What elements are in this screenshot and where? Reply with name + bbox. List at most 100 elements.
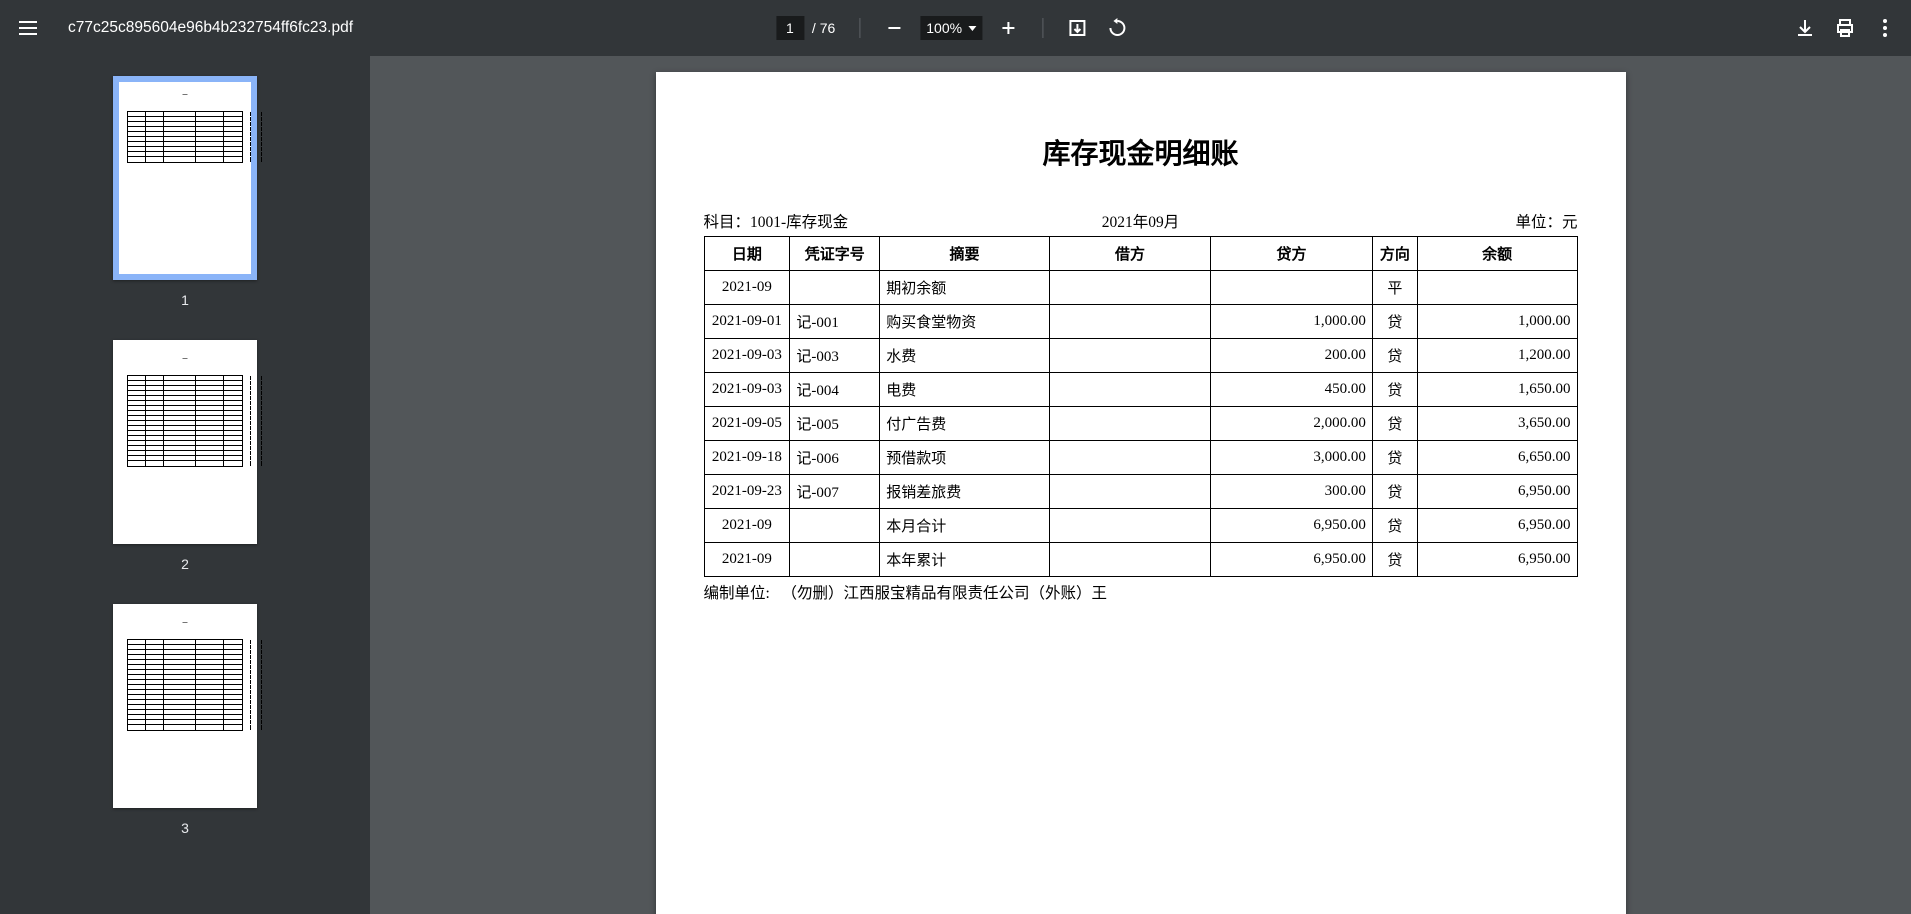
unit-label: 单位： — [1515, 214, 1562, 231]
header-balance: 余额 — [1417, 237, 1577, 271]
cell-debit — [1049, 509, 1211, 543]
thumbnail-wrap: — 2 — [0, 340, 370, 572]
cell-date: 2021-09 — [704, 543, 790, 577]
toolbar-right — [1787, 10, 1903, 46]
cell-credit: 300.00 — [1211, 475, 1373, 509]
cell-summary: 购买食堂物资 — [880, 305, 1049, 339]
thumbnail-wrap: — 1 — [0, 76, 370, 308]
footer-label: 编制单位: — [704, 585, 770, 602]
rotate-icon — [1107, 18, 1127, 38]
meta-row: 科目：1001-库存现金 2021年09月 单位：元 — [704, 210, 1578, 232]
cell-date: 2021-09-03 — [704, 373, 790, 407]
thumbnail[interactable]: — — [113, 340, 257, 544]
cell-credit — [1211, 271, 1373, 305]
pdf-page: 库存现金明细账 科目：1001-库存现金 2021年09月 单位：元 日期 凭证… — [656, 72, 1626, 914]
cell-balance: 6,950.00 — [1417, 475, 1577, 509]
zoom-in-button[interactable] — [990, 10, 1026, 46]
table-row: 2021-09本月合计6,950.00贷6,950.00 — [704, 509, 1577, 543]
download-button[interactable] — [1787, 10, 1823, 46]
print-icon — [1835, 18, 1855, 38]
table-row: 2021-09-18记-006预借款项3,000.00贷6,650.00 — [704, 441, 1577, 475]
subject-label: 科目： — [704, 214, 751, 231]
cell-direction: 贷 — [1372, 509, 1417, 543]
table-header-row: 日期 凭证字号 摘要 借方 贷方 方向 余额 — [704, 237, 1577, 271]
cell-date: 2021-09-01 — [704, 305, 790, 339]
cell-credit: 1,000.00 — [1211, 305, 1373, 339]
cell-balance: 6,650.00 — [1417, 441, 1577, 475]
minus-icon — [886, 20, 902, 36]
cell-debit — [1049, 407, 1211, 441]
fit-page-button[interactable] — [1059, 10, 1095, 46]
hamburger-icon — [19, 21, 37, 35]
print-button[interactable] — [1827, 10, 1863, 46]
thumbnail[interactable]: — — [113, 604, 257, 808]
table-row: 2021-09-03记-004电费450.00贷1,650.00 — [704, 373, 1577, 407]
zoom-out-button[interactable] — [876, 10, 912, 46]
thumbnail[interactable]: — — [113, 76, 257, 280]
more-button[interactable] — [1867, 10, 1903, 46]
cell-credit: 450.00 — [1211, 373, 1373, 407]
header-summary: 摘要 — [880, 237, 1049, 271]
thumbnail-wrap: — 3 — [0, 604, 370, 836]
toolbar-center: / 76 100% — [776, 10, 1135, 46]
thumbnail-label: 2 — [181, 556, 189, 572]
unit-value: 元 — [1562, 214, 1578, 231]
footer-line: 编制单位: （勿删）江西服宝精品有限责任公司（外账）王 — [704, 581, 1578, 603]
cell-summary: 水费 — [880, 339, 1049, 373]
cell-summary: 本年累计 — [880, 543, 1049, 577]
zoom-level-label: 100% — [926, 20, 962, 36]
menu-button[interactable] — [8, 8, 48, 48]
cell-debit — [1049, 305, 1211, 339]
cell-summary: 报销差旅费 — [880, 475, 1049, 509]
cell-debit — [1049, 441, 1211, 475]
thumbnail-sidebar[interactable]: — 1— 2— 3 — [0, 56, 370, 914]
unit-field: 单位：元 — [1515, 210, 1577, 232]
zoom-level-select[interactable]: 100% — [920, 16, 982, 40]
cell-date: 2021-09-23 — [704, 475, 790, 509]
cell-voucher: 记-006 — [790, 441, 880, 475]
cell-direction: 贷 — [1372, 543, 1417, 577]
table-row: 2021-09-05记-005付广告费2,000.00贷3,650.00 — [704, 407, 1577, 441]
cell-balance — [1417, 271, 1577, 305]
cell-balance: 1,650.00 — [1417, 373, 1577, 407]
cell-balance: 3,650.00 — [1417, 407, 1577, 441]
cell-credit: 6,950.00 — [1211, 543, 1373, 577]
cell-direction: 贷 — [1372, 407, 1417, 441]
cell-credit: 3,000.00 — [1211, 441, 1373, 475]
table-row: 2021-09-03记-003水费200.00贷1,200.00 — [704, 339, 1577, 373]
header-date: 日期 — [704, 237, 790, 271]
cell-voucher: 记-007 — [790, 475, 880, 509]
table-row: 2021-09-23记-007报销差旅费 300.00贷6,950.00 — [704, 475, 1577, 509]
page-number-input[interactable] — [776, 16, 804, 40]
cell-credit: 200.00 — [1211, 339, 1373, 373]
cell-debit — [1049, 339, 1211, 373]
workspace: — 1— 2— 3 库存现金明细账 科目：1001-库存现金 2021年09月 … — [0, 56, 1911, 914]
cell-date: 2021-09 — [704, 509, 790, 543]
document-viewport[interactable]: 库存现金明细账 科目：1001-库存现金 2021年09月 单位：元 日期 凭证… — [370, 56, 1911, 914]
table-row: 2021-09 本年累计 6,950.00贷6,950.00 — [704, 543, 1577, 577]
cell-debit — [1049, 543, 1211, 577]
cell-summary: 付广告费 — [880, 407, 1049, 441]
cell-voucher — [790, 543, 880, 577]
cell-credit: 6,950.00 — [1211, 509, 1373, 543]
cell-voucher: 记-005 — [790, 407, 880, 441]
cell-summary: 本月合计 — [880, 509, 1049, 543]
separator — [859, 18, 860, 38]
cell-direction: 贷 — [1372, 475, 1417, 509]
cell-debit — [1049, 271, 1211, 305]
cell-voucher: 记-004 — [790, 373, 880, 407]
header-debit: 借方 — [1049, 237, 1211, 271]
cell-voucher: 记-003 — [790, 339, 880, 373]
cell-debit — [1049, 373, 1211, 407]
cell-direction: 贷 — [1372, 305, 1417, 339]
rotate-button[interactable] — [1099, 10, 1135, 46]
cell-balance: 6,950.00 — [1417, 543, 1577, 577]
cell-voucher — [790, 509, 880, 543]
cell-direction: 贷 — [1372, 441, 1417, 475]
more-icon — [1883, 19, 1887, 37]
fit-page-icon — [1067, 18, 1087, 38]
plus-icon — [1000, 20, 1016, 36]
cell-debit — [1049, 475, 1211, 509]
header-credit: 贷方 — [1211, 237, 1373, 271]
cell-date: 2021-09-05 — [704, 407, 790, 441]
